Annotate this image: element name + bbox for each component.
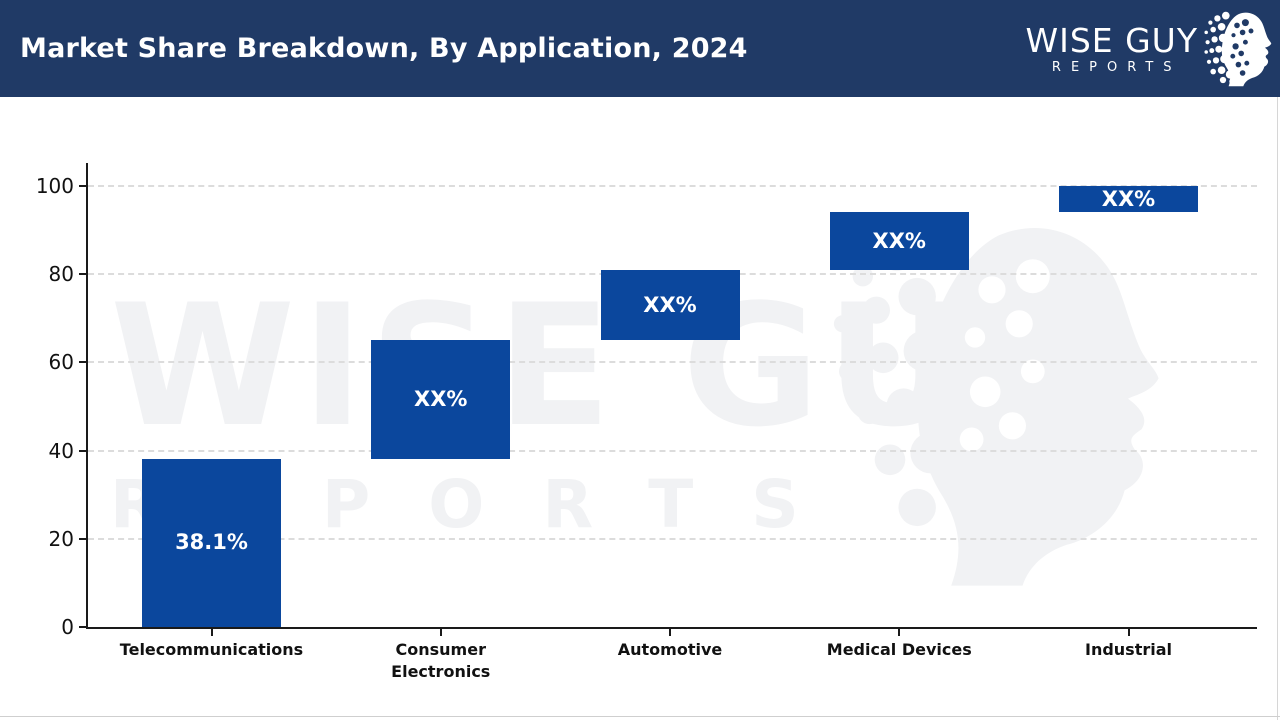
brand-tagline: REPORTS bbox=[1051, 59, 1182, 75]
brand-logo: WISE GUY REPORTS bbox=[1025, 10, 1280, 87]
bar-industrial: XX% bbox=[1059, 186, 1198, 213]
x-category-label: Industrial bbox=[1084, 640, 1172, 659]
right-border-line bbox=[1277, 97, 1278, 720]
x-tick-mark bbox=[898, 628, 901, 636]
watermark-head-icon bbox=[833, 223, 1159, 586]
bar-automotive: XX% bbox=[600, 269, 740, 341]
y-tick-mark bbox=[79, 185, 87, 187]
grid-line bbox=[88, 537, 1257, 540]
y-tick-mark bbox=[79, 626, 87, 628]
grid-line bbox=[88, 361, 1257, 364]
x-category-label: Automotive bbox=[617, 640, 723, 659]
bottom-border-line bbox=[0, 716, 1280, 717]
grid-line bbox=[88, 185, 1257, 187]
y-tick-mark bbox=[79, 273, 87, 276]
x-tick-mark bbox=[439, 628, 442, 636]
y-tick-label: 100 bbox=[35, 174, 74, 198]
y-tick-label: 80 bbox=[48, 262, 74, 287]
x-tick-mark bbox=[1127, 628, 1130, 636]
bar-value-label: XX% bbox=[872, 228, 926, 253]
y-tick-mark bbox=[79, 361, 87, 364]
x-tick-mark bbox=[669, 628, 671, 636]
bar-medical-devices: XX% bbox=[829, 212, 969, 270]
x-category-label: Medical Devices bbox=[826, 640, 972, 659]
y-tick-label: 40 bbox=[48, 438, 74, 463]
page-title: Market Share Breakdown, By Application, … bbox=[20, 33, 748, 64]
x-tick-mark bbox=[210, 628, 213, 636]
wise-guy-head-icon bbox=[1204, 11, 1272, 87]
y-tick-label: 0 bbox=[61, 615, 74, 639]
y-tick-label: 60 bbox=[48, 350, 74, 375]
chart-plot-area: WISE GUY REPORTS bbox=[0, 97, 1280, 720]
y-tick-mark bbox=[79, 449, 87, 452]
grid-line bbox=[88, 449, 1257, 452]
bar-consumer-electronics: XX% bbox=[371, 340, 511, 459]
header: Market Share Breakdown, By Application, … bbox=[0, 0, 1280, 97]
bar-value-label: 38.1% bbox=[175, 530, 248, 555]
bar-telecommunications: 38.1% bbox=[142, 458, 281, 627]
y-axis-spine bbox=[86, 163, 88, 629]
x-axis-spine bbox=[86, 627, 1257, 629]
bar-value-label: XX% bbox=[414, 387, 468, 412]
y-tick-label: 20 bbox=[48, 526, 74, 551]
x-category-label: Telecommunications bbox=[119, 640, 304, 659]
y-tick-mark bbox=[79, 537, 87, 540]
x-category-label: Consumer Electronics bbox=[391, 640, 491, 681]
brand-name: WISE GUY bbox=[1025, 20, 1198, 60]
brand-wordmark: WISE GUY REPORTS bbox=[1025, 24, 1198, 74]
bar-value-label: XX% bbox=[1101, 186, 1156, 211]
bar-value-label: XX% bbox=[643, 292, 697, 317]
